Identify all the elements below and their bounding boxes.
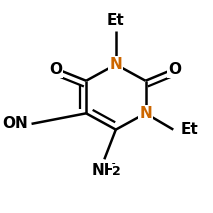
- Text: N: N: [139, 106, 152, 121]
- Text: Et: Et: [181, 122, 199, 137]
- Text: N: N: [109, 57, 122, 72]
- Text: NH: NH: [92, 163, 117, 178]
- Text: O: O: [49, 62, 62, 77]
- Text: ON: ON: [2, 116, 28, 131]
- Text: Et: Et: [107, 13, 125, 28]
- Text: O: O: [169, 62, 182, 77]
- Text: 2: 2: [112, 165, 121, 178]
